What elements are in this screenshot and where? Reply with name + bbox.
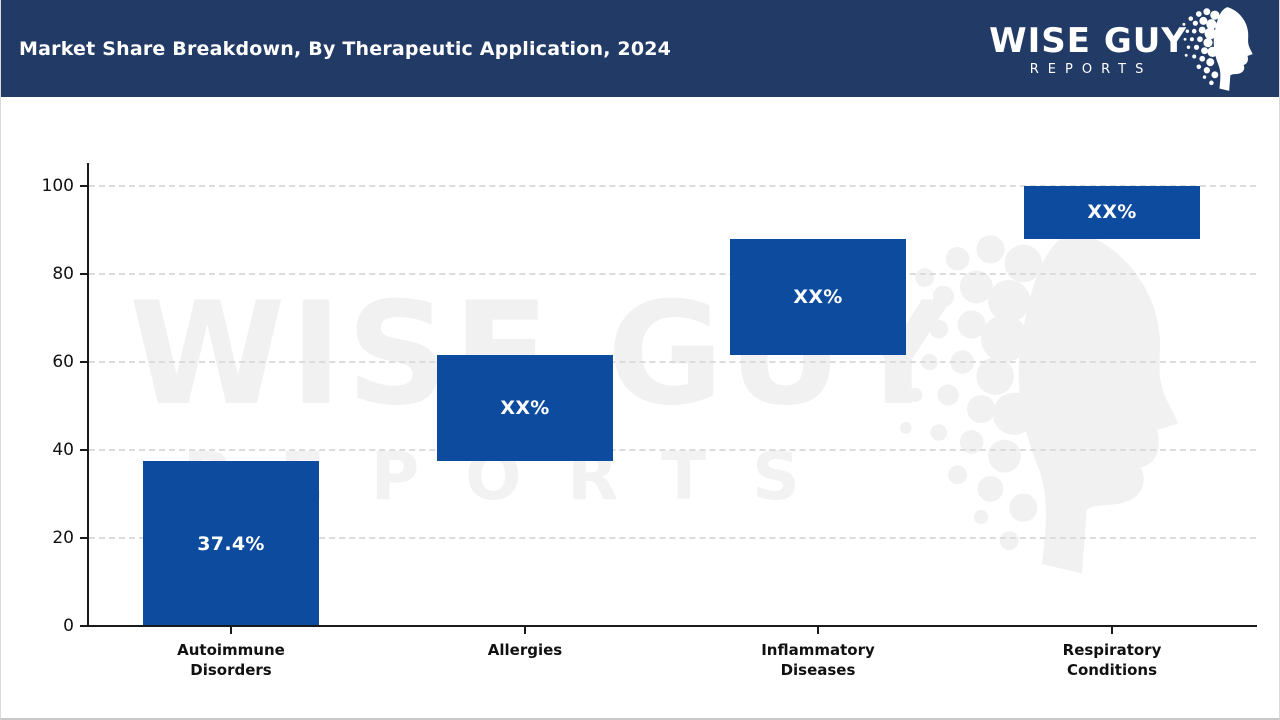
x-tick-4: [1111, 627, 1113, 634]
y-axis: [87, 163, 89, 627]
wise-guy-logo: WISE GUY REPORTS: [989, 6, 1259, 92]
x-axis: [87, 625, 1257, 627]
page-title: Market Share Breakdown, By Therapeutic A…: [19, 37, 672, 60]
y-tick-label-20: 20: [52, 528, 74, 548]
y-tick-label-40: 40: [52, 440, 74, 460]
y-tick-40: [80, 449, 88, 451]
gridline-100: [89, 185, 1256, 187]
x-category-label-respiratory-conditions: Respiratory Conditions: [1062, 641, 1162, 679]
x-category-label-inflammatory-diseases: Inflammatory Diseases: [761, 641, 875, 679]
x-tick-3: [817, 627, 819, 634]
x-category-label-autoimmune-disorders: Autoimmune Disorders: [177, 641, 285, 679]
x-tick-2: [524, 627, 526, 634]
gridline-20: [89, 537, 1256, 539]
x-category-label-allergies: Allergies: [487, 641, 563, 659]
bar-value-label: 37.4%: [197, 532, 265, 555]
gridline-80: [89, 273, 1256, 275]
logo-subtitle: REPORTS: [1029, 61, 1153, 77]
y-tick-60: [80, 361, 88, 363]
y-tick-label-100: 100: [41, 176, 74, 196]
y-tick-0: [80, 625, 88, 627]
y-tick-label-0: 0: [63, 616, 74, 636]
bar-value-label: XX%: [793, 286, 843, 309]
y-tick-label-80: 80: [52, 264, 74, 284]
y-tick-20: [80, 537, 88, 539]
logo-text: WISE GUY REPORTS: [989, 21, 1187, 77]
header: Market Share Breakdown, By Therapeutic A…: [1, 0, 1279, 97]
bar-allergies: XX%: [437, 355, 613, 462]
bar-respiratory-conditions: XX%: [1024, 186, 1200, 239]
bar-inflammatory-diseases: XX%: [730, 238, 906, 356]
plot-area: 37.4% XX% XX% XX%: [89, 164, 1256, 626]
bar-autoimmune-disorders: 37.4%: [143, 461, 319, 626]
bar-value-label: XX%: [500, 397, 550, 420]
y-tick-80: [80, 273, 88, 275]
y-tick-100: [80, 185, 88, 187]
bar-value-label: XX%: [1087, 201, 1137, 224]
gridline-60: [89, 361, 1256, 363]
logo-wordmark: WISE GUY: [989, 20, 1187, 61]
wise-guy-head-icon: [1173, 6, 1259, 92]
gridline-40: [89, 449, 1256, 451]
y-tick-label-60: 60: [52, 352, 74, 372]
x-tick-1: [230, 627, 232, 634]
